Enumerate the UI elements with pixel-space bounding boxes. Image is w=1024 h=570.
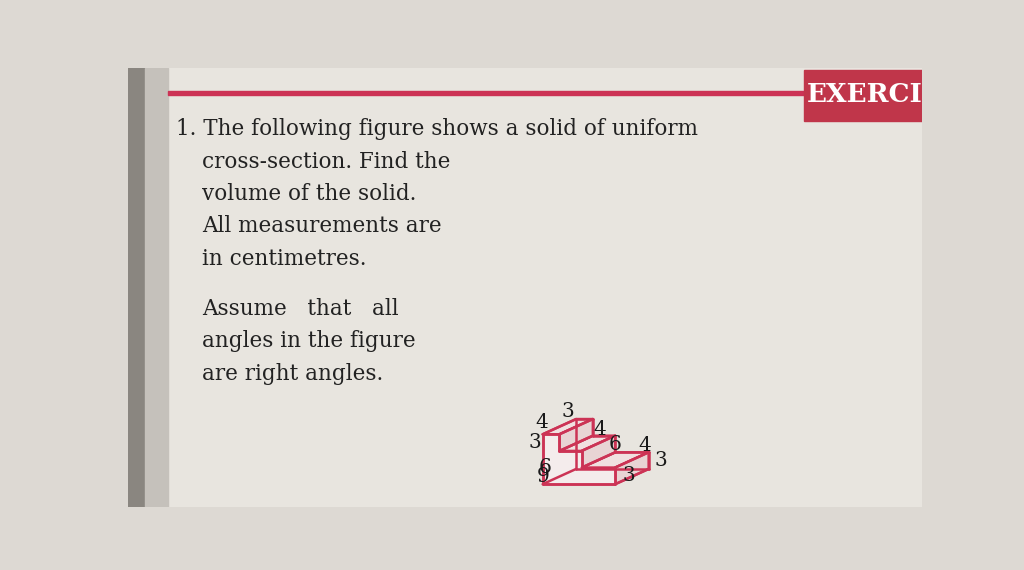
Polygon shape (543, 419, 593, 434)
Text: 3: 3 (529, 433, 542, 452)
Polygon shape (559, 419, 593, 451)
Text: 3: 3 (654, 451, 668, 470)
Text: 4: 4 (594, 420, 606, 439)
Text: in centimetres.: in centimetres. (202, 248, 367, 270)
Polygon shape (543, 434, 615, 484)
Polygon shape (615, 453, 648, 484)
Text: 6: 6 (539, 458, 552, 477)
Text: 3: 3 (623, 466, 636, 486)
Text: 1. The following figure shows a solid of uniform: 1. The following figure shows a solid of… (176, 119, 698, 140)
Bar (145, 68, 168, 507)
Text: All measurements are: All measurements are (202, 215, 441, 238)
Text: EXERCI: EXERCI (806, 82, 923, 107)
Text: 4: 4 (536, 413, 549, 431)
Text: angles in the figure: angles in the figure (202, 330, 416, 352)
Text: volume of the solid.: volume of the solid. (202, 183, 416, 205)
Text: cross-section. Find the: cross-section. Find the (202, 151, 450, 173)
Bar (128, 68, 145, 507)
Text: 4: 4 (638, 436, 651, 455)
Bar (168, 91, 804, 95)
Text: Assume   that   all: Assume that all (202, 298, 398, 320)
Polygon shape (559, 435, 615, 451)
Polygon shape (582, 435, 615, 467)
Text: are right angles.: are right angles. (202, 363, 383, 385)
Bar (804, 70, 922, 121)
Text: 6: 6 (608, 435, 622, 454)
Text: 9: 9 (538, 467, 550, 486)
Text: 3: 3 (561, 401, 574, 421)
Polygon shape (582, 453, 648, 467)
